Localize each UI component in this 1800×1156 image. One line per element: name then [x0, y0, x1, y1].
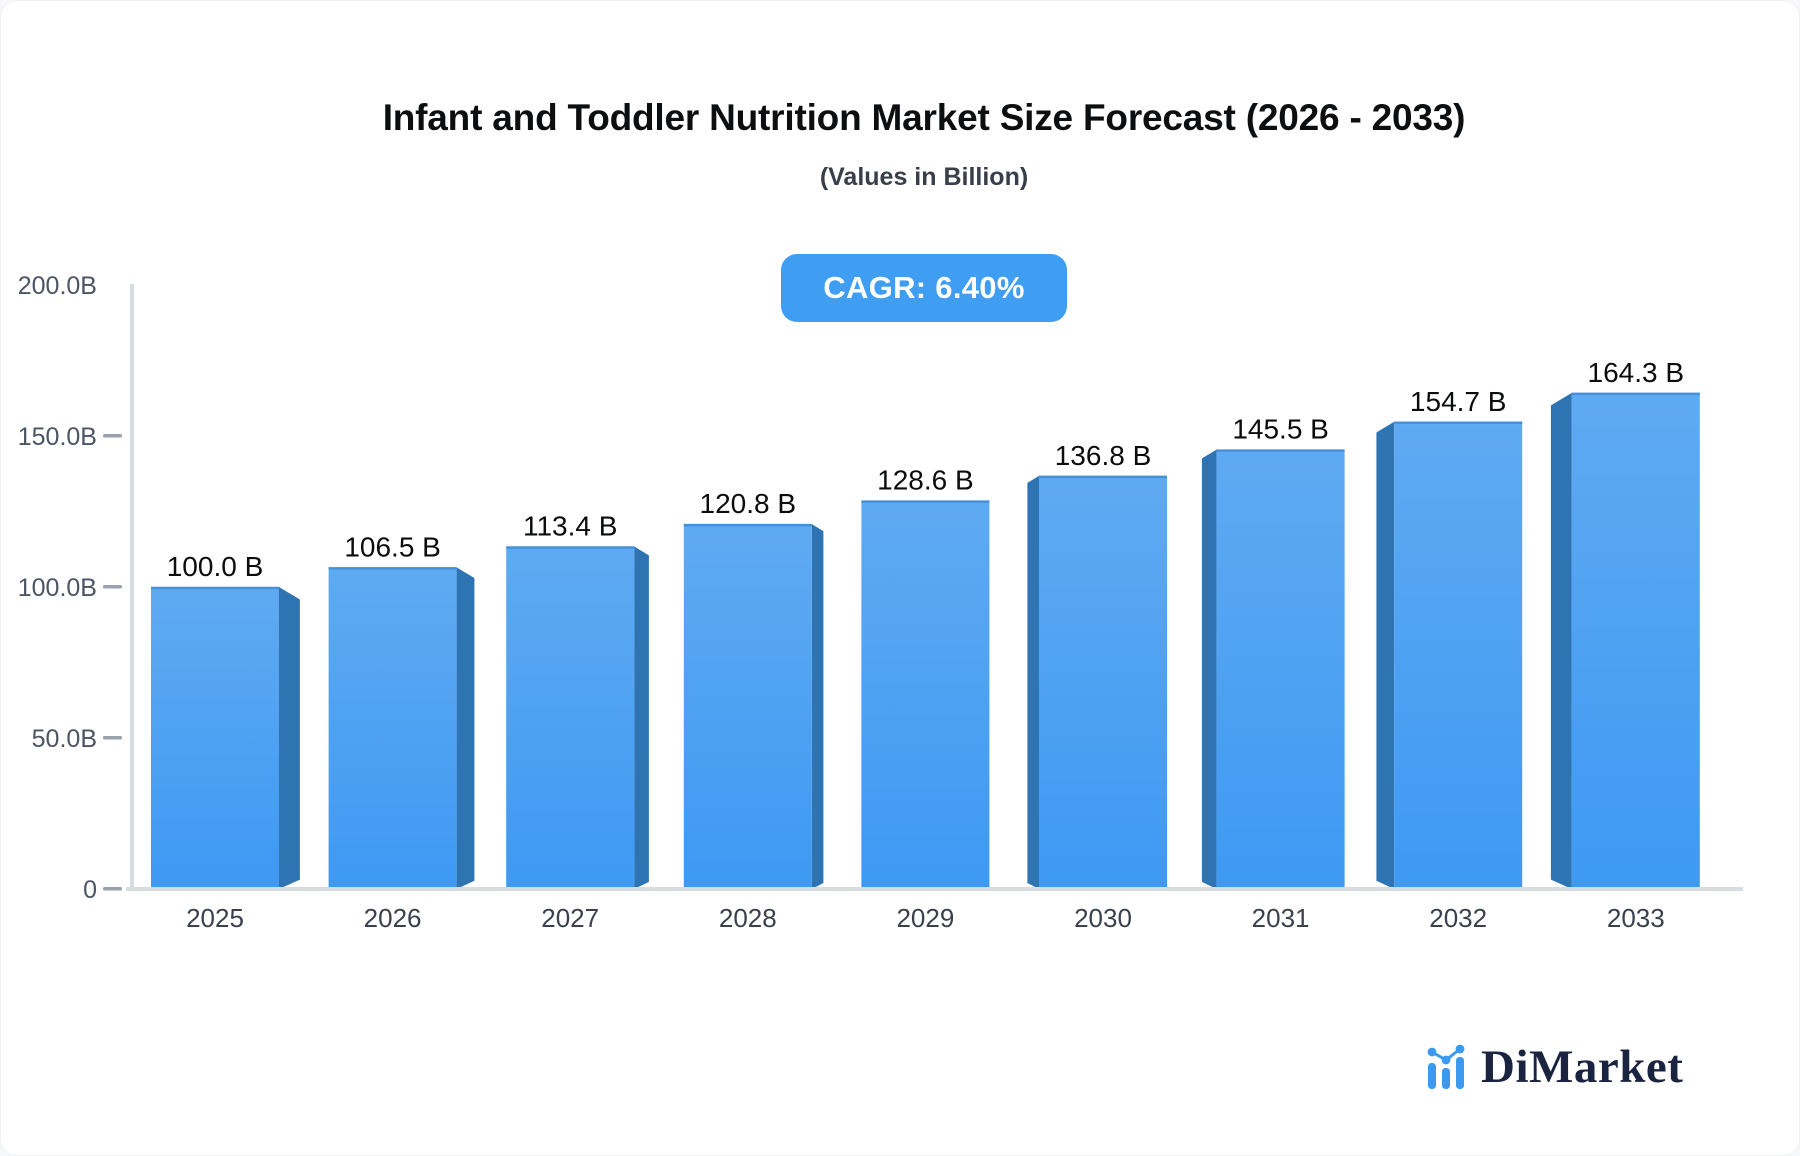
bar-front-face — [861, 500, 990, 889]
bar-value-label: 128.6 B — [877, 465, 974, 496]
y-axis-line — [130, 284, 134, 889]
bar-side-face — [1550, 392, 1572, 889]
chart-header: Infant and Toddler Nutrition Market Size… — [49, 1, 1799, 192]
cagr-badge-row: CAGR: 6.40% — [49, 254, 1799, 322]
logo-bar — [1442, 1068, 1450, 1089]
y-axis-tick — [103, 736, 122, 740]
bar-side-face — [1027, 475, 1039, 889]
brand-name: DiMarket — [1481, 1041, 1684, 1093]
bar-front-face — [683, 524, 812, 889]
bar-chart-logo-icon — [1427, 1044, 1465, 1089]
logo-dot — [1455, 1044, 1465, 1054]
bar-side-face — [456, 567, 475, 889]
x-axis-label: 2032 — [1429, 903, 1487, 933]
x-axis-label: 2025 — [186, 903, 244, 933]
bar-front-face — [1039, 475, 1167, 889]
bar-value-label: 113.4 B — [523, 511, 617, 542]
bar-value-label: 164.3 B — [1588, 357, 1685, 388]
y-axis-tick — [103, 585, 122, 589]
x-axis-line — [126, 887, 1743, 891]
bar-side-face — [811, 524, 824, 889]
bar-value-label: 120.8 B — [700, 488, 797, 519]
x-axis-label: 2028 — [719, 903, 777, 933]
page-title: Infant and Toddler Nutrition Market Size… — [382, 97, 1466, 138]
x-axis-label: 2026 — [364, 903, 422, 933]
bar-side-face — [634, 546, 649, 889]
x-axis-label: 2033 — [1607, 903, 1665, 933]
y-axis-tick-label: 150.0B — [18, 423, 97, 451]
brand-logo: DiMarket — [1425, 1039, 1683, 1095]
bar-side-face — [1376, 421, 1395, 889]
y-axis-tick — [103, 887, 122, 891]
x-axis-label: 2029 — [896, 903, 954, 933]
bar-front-face — [506, 546, 635, 889]
bar-value-label: 100.0 B — [167, 551, 264, 582]
y-axis-tick — [103, 434, 122, 438]
bar-front-face — [1216, 449, 1345, 889]
logo-dot — [1441, 1055, 1451, 1065]
bar-value-label: 136.8 B — [1055, 440, 1152, 471]
logo-bar — [1428, 1063, 1436, 1089]
bar-side-face — [279, 587, 300, 889]
bar-value-label: 106.5 B — [344, 531, 441, 562]
logo-bar — [1456, 1057, 1464, 1089]
logo-dot — [1427, 1047, 1437, 1057]
x-axis-label: 2031 — [1252, 903, 1310, 933]
y-axis-tick-label: 200.0B — [18, 272, 97, 300]
page-subtitle: (Values in Billion) — [819, 163, 1029, 191]
y-axis-tick-label: 0 — [83, 876, 97, 904]
bar-front-face — [328, 567, 457, 889]
y-axis-tick-label: 100.0B — [18, 574, 97, 602]
bar-side-face — [1201, 449, 1217, 889]
cagr-badge: CAGR: 6.40% — [781, 254, 1067, 322]
bar-front-face — [1571, 392, 1700, 889]
bar-front-face — [151, 587, 279, 889]
y-axis-tick-label: 50.0B — [32, 725, 97, 753]
x-axis-label: 2027 — [541, 903, 599, 933]
bar-value-label: 145.5 B — [1232, 414, 1329, 445]
x-axis-label: 2030 — [1074, 903, 1132, 933]
bar-front-face — [1394, 421, 1523, 889]
bar-value-label: 154.7 B — [1410, 386, 1507, 417]
